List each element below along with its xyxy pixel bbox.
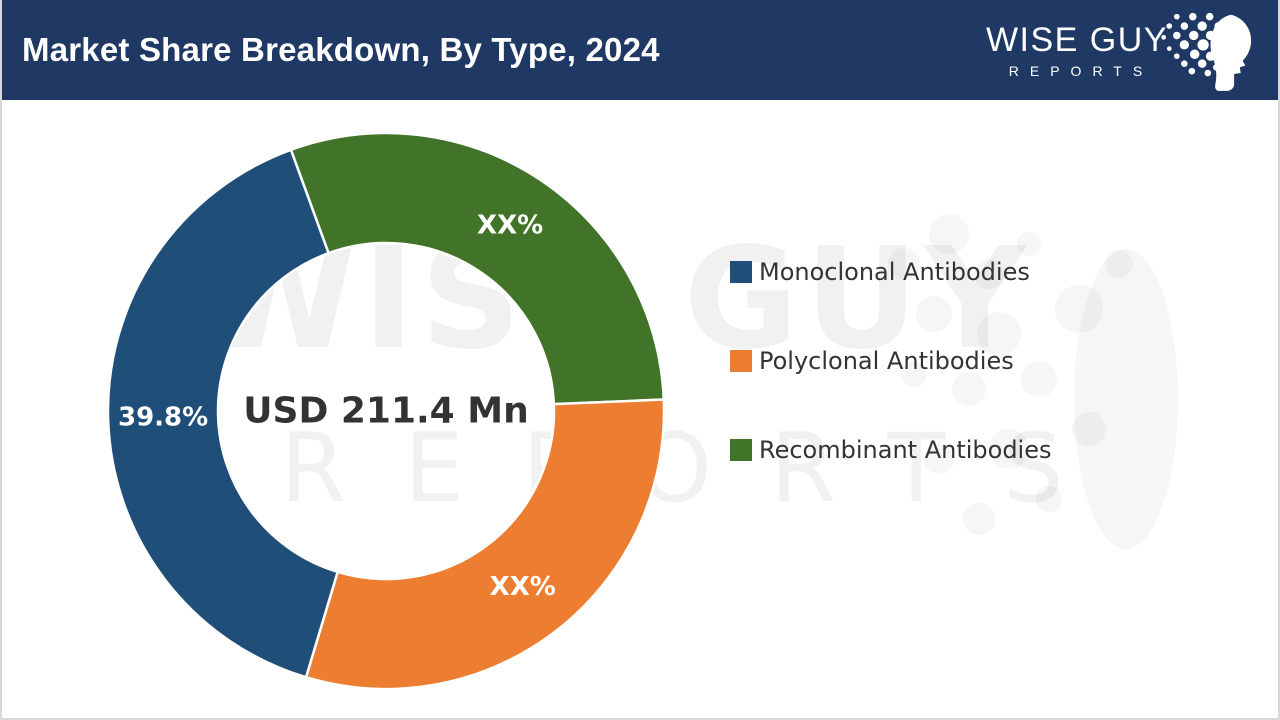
- legend-swatch-monoclonal: [730, 261, 752, 283]
- donut-segment-monoclonal-antibodies: [106, 148, 339, 679]
- segment-label-recombinant-antibodies: XX%: [477, 211, 543, 241]
- legend-swatch-polyclonal: [730, 350, 752, 372]
- logo-tagline: REPORTS: [1008, 62, 1154, 79]
- legend-label: Recombinant Antibodies: [759, 436, 1052, 464]
- donut-segment-polyclonal-antibodies: [304, 398, 666, 691]
- logo-face-icon: [1161, 12, 1252, 91]
- legend-item-monoclonal-antibodies: Monoclonal Antibodies: [730, 258, 1052, 286]
- legend-item-polyclonal-antibodies: Polyclonal Antibodies: [730, 347, 1052, 375]
- donut-segment-recombinant-antibodies: [289, 131, 666, 406]
- legend: Monoclonal Antibodies Polyclonal Antibod…: [730, 258, 1052, 525]
- donut-center-value: USD 211.4 Mn: [243, 391, 528, 432]
- logo-text: WISE GUY REPORTS: [986, 23, 1168, 78]
- segment-label-polyclonal-antibodies: XX%: [490, 572, 556, 602]
- donut-chart: XX% XX% 39.8% USD 211.4 Mn: [106, 131, 666, 691]
- wise-guy-logo: WISE GUY REPORTS: [986, 9, 1252, 92]
- header-bar: Market Share Breakdown, By Type, 2024 WI…: [2, 0, 1278, 100]
- legend-label: Monoclonal Antibodies: [759, 258, 1030, 286]
- logo-wordmark: WISE GUY: [985, 20, 1168, 59]
- legend-item-recombinant-antibodies: Recombinant Antibodies: [730, 436, 1052, 464]
- legend-swatch-recombinant: [730, 439, 752, 461]
- chart-area: WISE GUY REPORTS XX% XX% 39.8% USD 211.4 Mn…: [2, 100, 1278, 718]
- page-title: Market Share Breakdown, By Type, 2024: [22, 31, 660, 68]
- legend-label: Polyclonal Antibodies: [759, 347, 1014, 375]
- segment-label-monoclonal-antibodies: 39.8%: [118, 402, 208, 432]
